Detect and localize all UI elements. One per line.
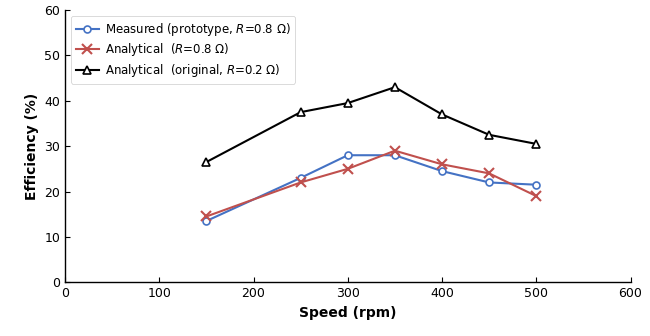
- Analytical  (original, $R$=0.2 Ω): [203, 160, 211, 164]
- Measured (prototype, $R$=0.8 Ω): [485, 180, 493, 184]
- Line: Analytical  (original, $R$=0.2 Ω): Analytical (original, $R$=0.2 Ω): [202, 83, 540, 166]
- Analytical  ($R$=0.8 Ω): [296, 180, 304, 184]
- Analytical  (original, $R$=0.2 Ω): [344, 101, 352, 105]
- Analytical  (original, $R$=0.2 Ω): [438, 112, 446, 116]
- Y-axis label: Efficiency (%): Efficiency (%): [25, 92, 38, 200]
- Line: Analytical  ($R$=0.8 Ω): Analytical ($R$=0.8 Ω): [202, 146, 541, 221]
- Measured (prototype, $R$=0.8 Ω): [203, 219, 211, 223]
- Analytical  ($R$=0.8 Ω): [532, 194, 540, 198]
- X-axis label: Speed (rpm): Speed (rpm): [299, 306, 396, 320]
- Analytical  ($R$=0.8 Ω): [485, 171, 493, 175]
- Line: Measured (prototype, $R$=0.8 Ω): Measured (prototype, $R$=0.8 Ω): [203, 152, 540, 224]
- Analytical  (original, $R$=0.2 Ω): [296, 110, 304, 114]
- Legend: Measured (prototype, $R$=0.8 Ω), Analytical  ($R$=0.8 Ω), Analytical  (original,: Measured (prototype, $R$=0.8 Ω), Analyti…: [71, 16, 296, 84]
- Analytical  (original, $R$=0.2 Ω): [391, 85, 399, 89]
- Measured (prototype, $R$=0.8 Ω): [296, 176, 304, 180]
- Analytical  (original, $R$=0.2 Ω): [532, 142, 540, 146]
- Analytical  ($R$=0.8 Ω): [391, 149, 399, 153]
- Analytical  (original, $R$=0.2 Ω): [485, 133, 493, 137]
- Measured (prototype, $R$=0.8 Ω): [344, 153, 352, 157]
- Measured (prototype, $R$=0.8 Ω): [532, 183, 540, 187]
- Analytical  ($R$=0.8 Ω): [344, 167, 352, 171]
- Analytical  ($R$=0.8 Ω): [438, 162, 446, 166]
- Measured (prototype, $R$=0.8 Ω): [391, 153, 399, 157]
- Analytical  ($R$=0.8 Ω): [203, 214, 211, 218]
- Measured (prototype, $R$=0.8 Ω): [438, 169, 446, 173]
